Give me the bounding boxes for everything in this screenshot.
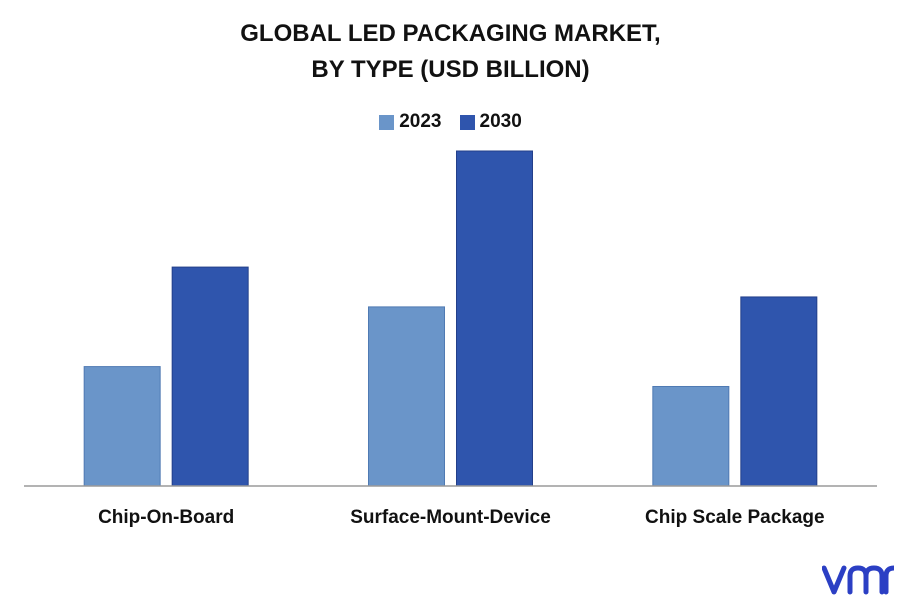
vmr-logo: [822, 565, 894, 595]
legend-label-2023: 2023: [399, 111, 442, 132]
x-tick-label: Chip Scale Package: [645, 507, 825, 528]
bar-2030-chip-on-board: [171, 266, 249, 487]
x-tick-label: Surface-Mount-Device: [350, 507, 551, 528]
bar-2023-chip-scale-package: [652, 385, 730, 487]
chart-title-line1: GLOBAL LED PACKAGING MARKET,: [240, 20, 661, 47]
x-tick-label: Chip-On-Board: [98, 507, 234, 528]
legend-swatch-2030: [459, 114, 475, 130]
bar-2023-chip-on-board: [83, 366, 161, 487]
bar-2023-surface-mount-device: [368, 306, 445, 487]
chart-title-line2: BY TYPE (USD BILLION): [311, 56, 590, 83]
legend-item-2030: 2030: [459, 111, 522, 133]
legend-swatch-2023: [379, 114, 395, 130]
legend-item-2023: 2023: [379, 111, 442, 133]
bar-2030-surface-mount-device: [456, 150, 533, 487]
legend-label-2030: 2030: [479, 111, 522, 132]
chart-legend: 2023 2030: [0, 111, 901, 133]
bar-2030-chip-scale-package: [740, 296, 818, 487]
